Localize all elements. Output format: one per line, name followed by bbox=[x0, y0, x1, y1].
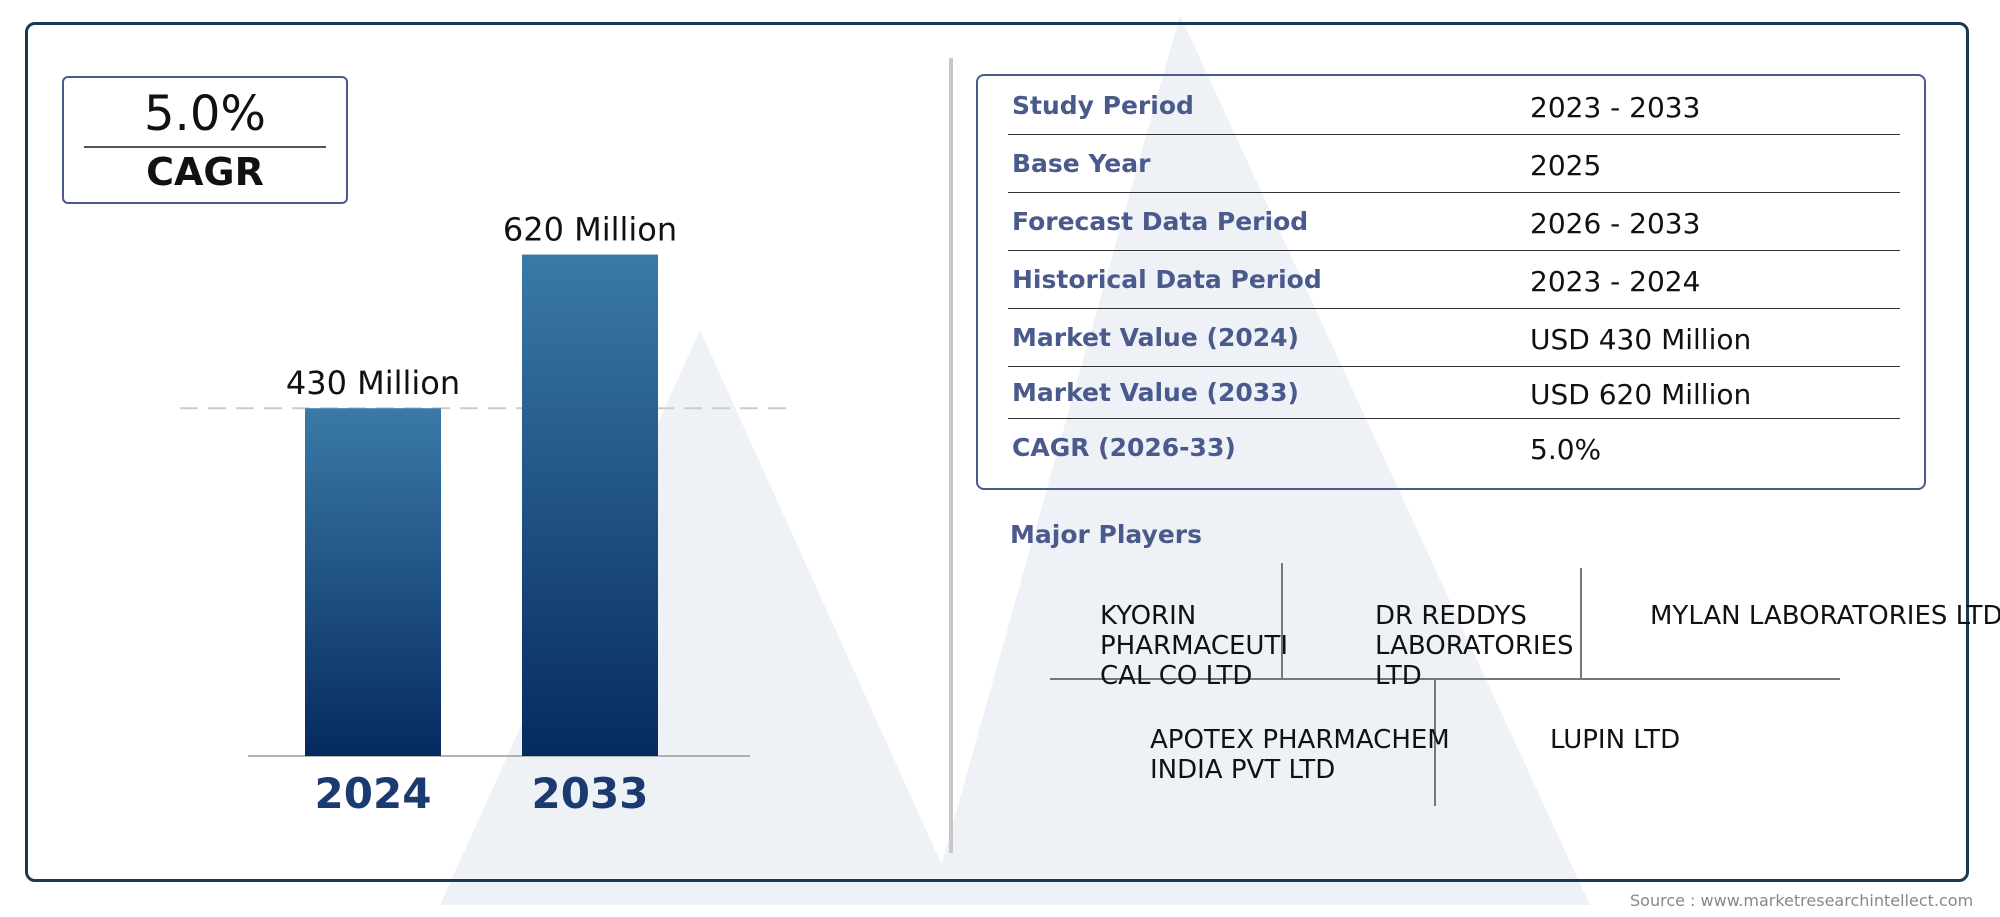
row-label: Forecast Data Period bbox=[1012, 207, 1309, 236]
table-row: Base Year 2025 bbox=[1008, 134, 1900, 193]
bar-value-label: 430 Million bbox=[286, 364, 460, 402]
bar-value-label: 620 Million bbox=[503, 211, 677, 249]
table-row: Study Period 2023 - 2033 bbox=[1008, 76, 1900, 135]
bar-2024 bbox=[305, 408, 441, 756]
row-value: USD 620 Million bbox=[1530, 378, 1752, 411]
players-title: Major Players bbox=[1010, 520, 1202, 549]
cagr-divider bbox=[84, 146, 326, 148]
row-value: 2026 - 2033 bbox=[1530, 207, 1701, 240]
section-divider bbox=[949, 58, 953, 853]
players-v-rule bbox=[1281, 563, 1283, 678]
bar-chart: 430 Million 2024 620 Million 2033 bbox=[180, 211, 790, 818]
players-v-rule bbox=[1434, 678, 1436, 806]
table-row: Market Value (2033) USD 620 Million bbox=[1008, 366, 1900, 419]
players-h-rule bbox=[1050, 678, 1840, 680]
row-value: 2025 bbox=[1530, 149, 1602, 182]
row-label: Historical Data Period bbox=[1012, 265, 1322, 294]
bar-2033 bbox=[522, 254, 658, 756]
card-frame bbox=[25, 22, 1969, 882]
row-label: Study Period bbox=[1012, 91, 1194, 120]
row-label: Market Value (2033) bbox=[1012, 378, 1299, 407]
table-row: Historical Data Period 2023 - 2024 bbox=[1008, 250, 1900, 309]
cagr-box: 5.0% CAGR bbox=[62, 76, 348, 204]
source-note: Source : www.marketresearchintellect.com bbox=[1630, 891, 1974, 910]
summary-table: Study Period 2023 - 2033 Base Year 2025 … bbox=[976, 74, 1926, 490]
table-row: Forecast Data Period 2026 - 2033 bbox=[1008, 192, 1900, 251]
cagr-label: CAGR bbox=[146, 150, 264, 194]
player-name: KYORIN PHARMACEUTI CAL CO LTD bbox=[1100, 601, 1289, 691]
x-tick-label: 2033 bbox=[532, 769, 649, 818]
row-value: 5.0% bbox=[1530, 433, 1602, 466]
row-value: 2023 - 2033 bbox=[1530, 91, 1701, 124]
player-name: DR REDDYS LABORATORIES LTD bbox=[1375, 601, 1574, 691]
row-value: 2023 - 2024 bbox=[1530, 265, 1701, 298]
row-label: CAGR (2026-33) bbox=[1012, 433, 1236, 462]
player-name: MYLAN LABORATORIES LTD bbox=[1650, 601, 2000, 631]
player-name: APOTEX PHARMACHEM INDIA PVT LTD bbox=[1150, 725, 1450, 785]
cagr-value: 5.0% bbox=[144, 86, 266, 142]
player-name: LUPIN LTD bbox=[1550, 725, 1681, 755]
row-label: Market Value (2024) bbox=[1012, 323, 1299, 352]
players-v-rule bbox=[1580, 568, 1582, 678]
row-label: Base Year bbox=[1012, 149, 1151, 178]
table-row: Market Value (2024) USD 430 Million bbox=[1008, 308, 1900, 367]
row-value: USD 430 Million bbox=[1530, 323, 1752, 356]
x-tick-label: 2024 bbox=[315, 769, 432, 818]
table-row: CAGR (2026-33) 5.0% bbox=[1008, 418, 1900, 476]
